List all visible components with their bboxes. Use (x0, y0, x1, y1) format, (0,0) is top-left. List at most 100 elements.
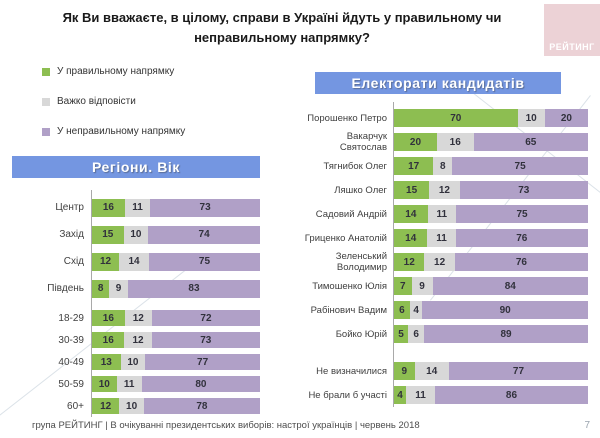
chart-row: Ляшко Олег 15 12 73 (303, 178, 588, 202)
stacked-bar: 5 6 89 (394, 325, 589, 343)
regions-age-panel: Регіони. Вік Центр 16 11 73 Захід 15 10 74 Схід 1… (12, 156, 261, 417)
segment-wrong-direction: 72 (151, 310, 261, 326)
value-label: 8 (97, 283, 104, 294)
stacked-bar: 13 10 77 (92, 354, 260, 370)
value-label: 10 (525, 112, 537, 124)
chart-row: 18-29 16 12 72 (12, 307, 261, 329)
value-label: 16 (102, 334, 114, 346)
chart-row: 50-59 10 11 80 (12, 373, 260, 395)
stacked-bar: 17 8 75 (394, 157, 588, 175)
category-label: Зеленський Володимир (335, 251, 387, 273)
legend-label: У правильному напрямку (57, 66, 175, 77)
value-label: 14 (405, 232, 417, 244)
stacked-bar: 16 12 72 (92, 310, 261, 326)
value-label: 89 (500, 328, 512, 340)
segment-wrong-direction: 73 (459, 181, 588, 199)
value-label: 11 (415, 389, 426, 401)
category-label: 30-39 (58, 334, 84, 346)
page-title: Як Ви вважаєте, в цілому, справи в Украї… (62, 10, 502, 45)
value-label: 16 (102, 202, 114, 213)
category-label: Садовий Андрій (315, 208, 387, 220)
stacked-bar: 10 11 80 (92, 376, 260, 392)
segment-hard-to-say: 16 (436, 133, 474, 151)
segment-right-direction: 5 (394, 325, 409, 343)
value-label: 76 (516, 232, 528, 244)
value-label: 65 (525, 136, 537, 148)
value-label: 7 (400, 280, 406, 292)
legend-item-hard-to-say: Важко відповісти (42, 96, 185, 107)
category-label: Бойко Юрій (335, 328, 387, 340)
category-label: Не визначилися (316, 365, 387, 377)
value-label: 17 (408, 160, 420, 172)
chart-row: 30-39 16 12 73 (12, 329, 260, 351)
value-label: 77 (197, 356, 209, 368)
value-label: 9 (401, 365, 408, 377)
value-label: 73 (200, 334, 212, 346)
value-label: 12 (132, 334, 144, 346)
segment-wrong-direction: 75 (452, 157, 588, 175)
stacked-bar: 9 14 77 (394, 362, 588, 380)
category-label: Рабінович Вадим (310, 304, 387, 316)
category-label: Ляшко Олег (334, 184, 387, 196)
value-label: 12 (100, 400, 112, 412)
stacked-bar: 4 11 86 (394, 386, 588, 404)
value-label: 11 (436, 208, 448, 220)
stacked-bar: 14 11 76 (394, 229, 588, 247)
value-label: 11 (123, 378, 135, 390)
stacked-bar: 12 10 78 (92, 398, 260, 414)
segment-right-direction: 14 (394, 205, 428, 223)
value-label: 4 (397, 389, 403, 401)
value-label: 20 (409, 136, 422, 148)
value-label: 5 (398, 328, 404, 340)
value-label: 83 (188, 283, 200, 294)
value-label: 11 (132, 202, 143, 213)
stacked-bar: 70 10 20 (394, 109, 588, 127)
segment-wrong-direction: 76 (455, 229, 588, 247)
segment-wrong-direction: 76 (454, 253, 589, 271)
stacked-bar: 6 4 90 (394, 301, 589, 319)
chart-row: Не визначилися 9 14 77 (303, 359, 588, 383)
segment-right-direction: 14 (394, 229, 428, 247)
segment-wrong-direction: 83 (127, 279, 260, 298)
category-label: Гриценко Анатолій (304, 232, 387, 244)
segment-hard-to-say: 10 (517, 109, 545, 127)
segment-right-direction: 16 (92, 310, 125, 326)
chart-row: Південь 8 9 83 (12, 275, 260, 302)
value-label: 78 (196, 400, 208, 412)
value-label: 11 (436, 232, 447, 244)
chart-row: Схід 12 14 75 (12, 248, 260, 275)
segment-wrong-direction: 65 (473, 133, 589, 151)
stacked-bar: 12 14 75 (92, 252, 260, 271)
segment-right-direction: 16 (92, 332, 125, 348)
value-label: 14 (128, 256, 140, 267)
segment-wrong-direction: 73 (150, 198, 260, 217)
value-label: 12 (438, 184, 450, 196)
category-label: 40-49 (58, 356, 84, 368)
segment-hard-to-say: 14 (119, 252, 149, 271)
category-label: Тимошенко Юлія (312, 280, 387, 292)
segment-right-direction: 70 (394, 109, 518, 127)
category-label: Захід (59, 229, 84, 240)
rating-logo: РЕЙТИНГ (544, 4, 600, 56)
right-chart-title: Електорати кандидатів (315, 72, 561, 94)
category-label: 18-29 (58, 312, 84, 324)
segment-hard-to-say: 11 (116, 376, 142, 392)
value-label: 16 (102, 312, 114, 324)
segment-wrong-direction: 80 (141, 376, 260, 392)
segment-right-direction: 10 (92, 376, 117, 392)
left-chart-title: Регіони. Вік (12, 156, 260, 178)
category-label: Тягнибок Олег (323, 160, 387, 172)
segment-right-direction: 12 (92, 398, 120, 414)
segment-right-direction: 6 (394, 301, 410, 319)
segment-right-direction: 15 (394, 181, 430, 199)
segment-hard-to-say: 11 (427, 205, 456, 223)
chart-row: Тимошенко Юлія 7 9 84 (303, 274, 588, 298)
stacked-bar: 20 16 65 (394, 133, 589, 151)
segment-hard-to-say: 12 (424, 253, 455, 271)
value-label: 80 (195, 378, 207, 390)
value-label: 90 (499, 304, 511, 316)
chart-row: Центр 16 11 73 (12, 194, 260, 221)
value-label: 14 (426, 365, 438, 377)
chart-row: Тягнибок Олег 17 8 75 (303, 154, 588, 178)
